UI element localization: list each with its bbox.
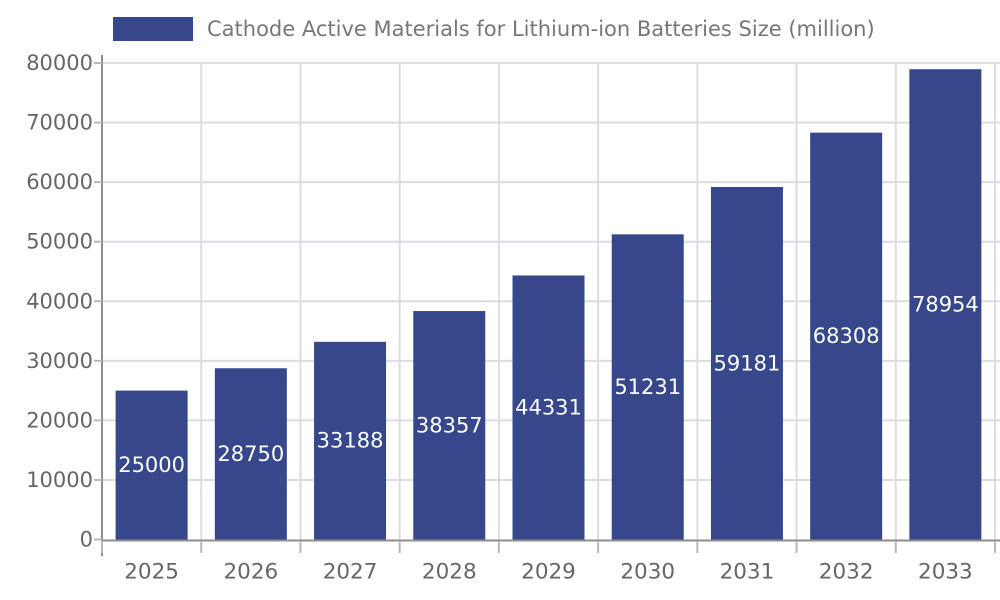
tick-marks [94, 62, 996, 553]
y-tick-label: 40000 [26, 289, 93, 313]
legend-label: Cathode Active Materials for Lithium-ion… [207, 17, 875, 41]
x-tick-label: 2028 [422, 560, 477, 585]
bar-value-label: 78954 [912, 292, 979, 316]
bar-value-label: 51231 [614, 375, 681, 399]
bar-value-label: 59181 [714, 351, 781, 375]
x-tick-label: 2026 [223, 560, 278, 585]
y-tick-label: 30000 [26, 349, 93, 373]
bar-value-label: 68308 [813, 324, 880, 348]
labels: 25000 2025 28750 2026 33188 2027 38357 2028 4433… [26, 51, 979, 585]
y-tick-label: 10000 [26, 468, 93, 492]
gridlines [102, 62, 1000, 540]
bar-value-label: 28750 [217, 442, 284, 466]
bar [909, 69, 982, 540]
x-tick-label: 2029 [521, 560, 576, 585]
legend: Cathode Active Materials for Lithium-ion… [113, 17, 875, 41]
bars [115, 69, 982, 540]
bar [810, 132, 883, 540]
x-tick-label: 2027 [323, 560, 378, 585]
x-tick-label: 2030 [620, 560, 675, 585]
y-tick-label: 0 [80, 528, 93, 552]
bar [413, 311, 486, 540]
bar [214, 368, 287, 540]
bar [115, 390, 188, 540]
bar-value-label: 25000 [118, 453, 185, 477]
bar-value-label: 33188 [317, 429, 384, 453]
x-tick-label: 2025 [124, 560, 179, 585]
axes [101, 55, 1000, 556]
legend-swatch [113, 17, 193, 41]
bar [314, 341, 387, 540]
y-tick-label: 70000 [26, 111, 93, 135]
bar-value-label: 44331 [515, 395, 582, 419]
y-tick-label: 60000 [26, 170, 93, 194]
x-tick-label: 2032 [819, 560, 874, 585]
y-tick-label: 50000 [26, 230, 93, 254]
bar [611, 234, 684, 540]
y-tick-label: 80000 [26, 51, 93, 75]
bar-value-label: 38357 [416, 413, 483, 437]
bar [512, 275, 585, 540]
x-tick-label: 2031 [720, 560, 775, 585]
y-tick-label: 20000 [26, 408, 93, 432]
bar [710, 187, 783, 540]
x-tick-label: 2033 [918, 560, 973, 585]
